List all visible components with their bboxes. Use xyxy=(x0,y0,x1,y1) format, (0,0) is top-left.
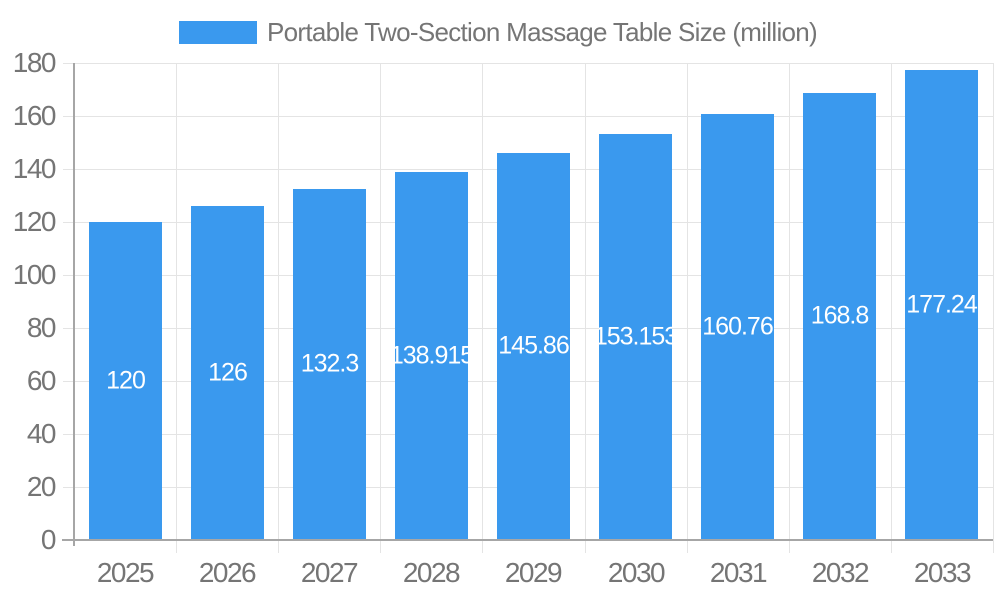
bar: 126 xyxy=(191,206,264,539)
x-tick-label: 2025 xyxy=(96,557,155,588)
bar: 138.915 xyxy=(395,172,468,539)
bar: 177.24 xyxy=(905,70,978,539)
chart-legend: Portable Two-Section Massage Table Size … xyxy=(179,17,818,47)
bar: 153.153 xyxy=(599,134,672,539)
bar-value-label: 126 xyxy=(208,358,248,386)
gridline-vertical xyxy=(482,63,483,553)
bar: 168.8 xyxy=(803,93,876,539)
bar-value-label: 177.24 xyxy=(906,290,977,318)
gridline-vertical xyxy=(687,63,688,553)
bar: 160.76 xyxy=(701,114,774,539)
bar-value-label: 120 xyxy=(106,366,146,394)
gridline-vertical xyxy=(789,63,790,553)
gridline-vertical xyxy=(891,63,892,553)
y-tick-label: 100 xyxy=(12,259,57,290)
bar-value-label: 145.86 xyxy=(498,331,569,360)
x-tick-label: 2026 xyxy=(198,557,257,588)
bar: 132.3 xyxy=(293,189,366,539)
y-tick-label: 80 xyxy=(26,312,57,343)
y-tick-label: 40 xyxy=(26,418,57,449)
y-tick-label: 120 xyxy=(12,206,57,237)
bar: 120 xyxy=(89,222,162,539)
bar: 145.86 xyxy=(497,153,570,539)
y-tick-label: 180 xyxy=(12,47,57,78)
gridline-horizontal xyxy=(63,116,993,117)
legend-label: Portable Two-Section Massage Table Size … xyxy=(267,16,818,47)
x-tick-label: 2033 xyxy=(913,557,972,588)
y-axis-line xyxy=(73,63,75,546)
x-axis-line xyxy=(62,539,993,541)
y-tick-label: 60 xyxy=(26,365,57,396)
bar-value-label: 153.153 xyxy=(599,322,672,350)
x-tick-label: 2032 xyxy=(811,557,870,588)
gridline-vertical xyxy=(993,63,994,553)
bar-value-label: 132.3 xyxy=(300,349,360,378)
gridline-vertical xyxy=(176,63,177,553)
y-tick-label: 160 xyxy=(12,100,57,131)
gridline-vertical xyxy=(278,63,279,553)
legend-swatch xyxy=(179,20,257,44)
y-tick-label: 0 xyxy=(40,524,57,555)
bar-value-label: 160.76 xyxy=(702,312,773,340)
bar-value-label: 138.915 xyxy=(395,341,468,369)
x-tick-label: 2028 xyxy=(402,557,461,588)
x-tick-label: 2031 xyxy=(709,557,768,588)
x-tick-label: 2029 xyxy=(504,557,563,588)
gridline-vertical xyxy=(380,63,381,553)
gridline-horizontal xyxy=(63,63,993,64)
y-tick-label: 20 xyxy=(26,471,57,502)
gridline-vertical xyxy=(585,63,586,553)
y-tick-label: 140 xyxy=(12,153,57,184)
bar-value-label: 168.8 xyxy=(810,301,870,330)
x-tick-label: 2027 xyxy=(300,557,359,588)
x-tick-label: 2030 xyxy=(607,557,666,588)
